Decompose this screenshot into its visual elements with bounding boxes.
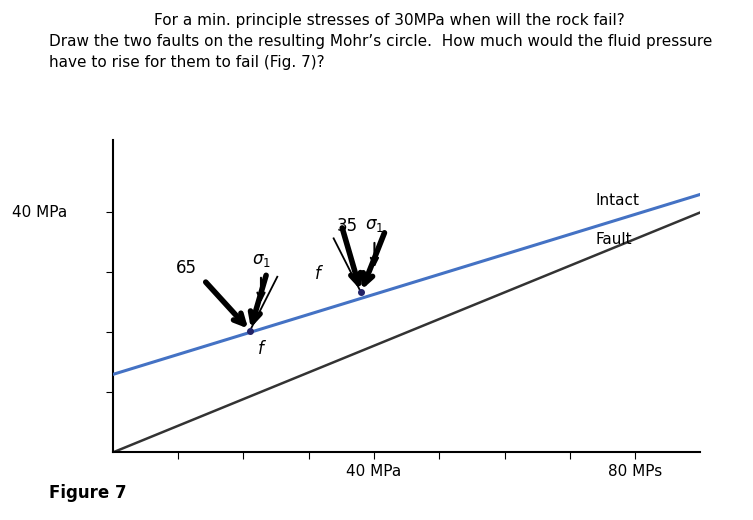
Text: 65: 65 bbox=[176, 259, 197, 277]
Text: 40 MPa: 40 MPa bbox=[12, 205, 67, 220]
Text: Draw the two faults on the resulting Mohr’s circle.  How much would the fluid pr: Draw the two faults on the resulting Moh… bbox=[49, 34, 712, 49]
Text: $\sigma_1$: $\sigma_1$ bbox=[252, 251, 270, 269]
Text: Intact: Intact bbox=[596, 193, 640, 208]
Text: Figure 7: Figure 7 bbox=[49, 484, 127, 502]
Text: f: f bbox=[258, 340, 264, 358]
Text: 35: 35 bbox=[337, 217, 358, 236]
Text: f: f bbox=[316, 265, 321, 283]
Text: For a min. principle stresses of 30MPa when will the rock fail?: For a min. principle stresses of 30MPa w… bbox=[154, 13, 625, 28]
Text: have to rise for them to fail (Fig. 7)?: have to rise for them to fail (Fig. 7)? bbox=[49, 55, 325, 70]
Text: Fault: Fault bbox=[596, 232, 633, 247]
Text: $\sigma_1$: $\sigma_1$ bbox=[365, 216, 384, 234]
